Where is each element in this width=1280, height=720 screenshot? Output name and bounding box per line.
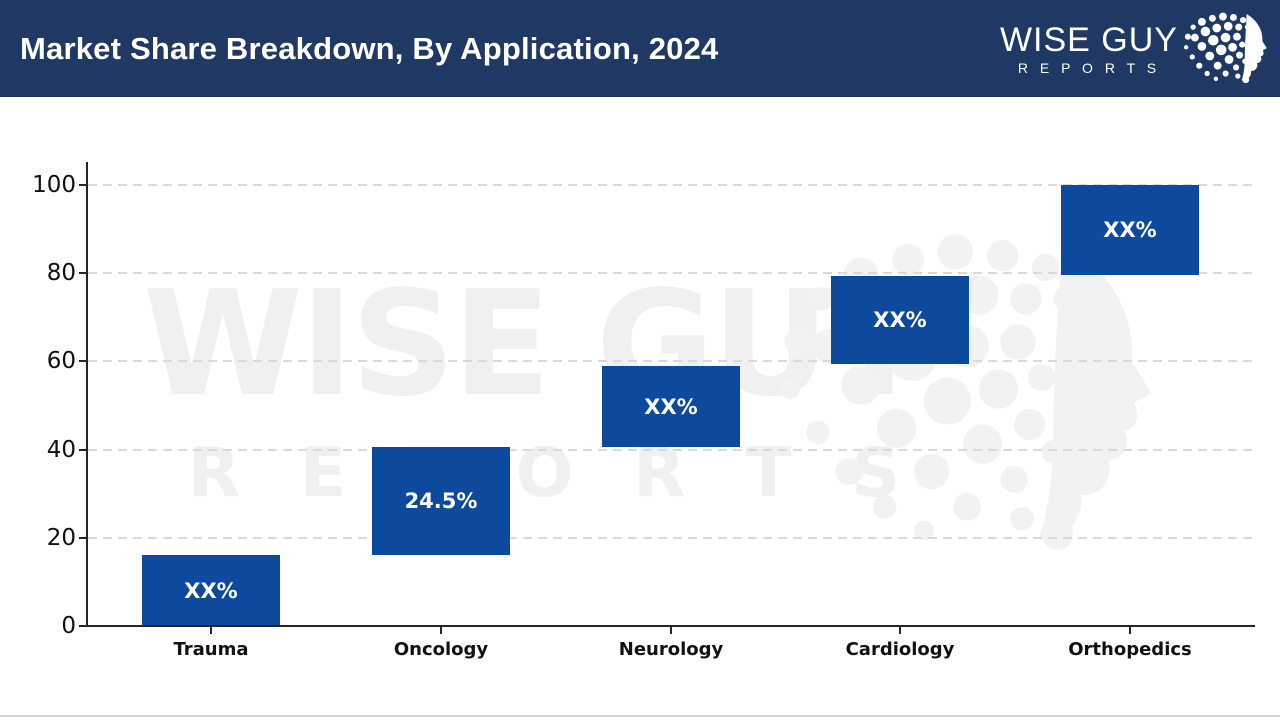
bar-orthopedics: XX%: [1061, 185, 1199, 275]
gridline-60: [88, 360, 1255, 363]
gridline-80: [88, 272, 1255, 275]
bar-value-label-neurology: XX%: [644, 394, 698, 419]
category-label-oncology: Oncology: [393, 639, 489, 660]
y-tick-mark-40: [79, 448, 88, 451]
y-tick-label-0: 0: [61, 613, 76, 639]
x-tick-mark-oncology: [440, 627, 442, 634]
logo-wordmark: WISE GUY: [999, 20, 1178, 59]
bar-value-label-oncology: 24.5%: [404, 489, 478, 514]
bar-cardiology: XX%: [831, 275, 969, 365]
chart-title: Market Share Breakdown, By Application, …: [20, 30, 719, 66]
y-tick-mark-60: [79, 360, 88, 363]
watermark-text-line2: R E P O R T S: [188, 434, 919, 513]
y-tick-mark-20: [79, 536, 88, 539]
category-label-neurology: Neurology: [618, 639, 724, 660]
gridline-20: [88, 536, 1255, 539]
x-tick-mark-cardiology: [899, 627, 901, 634]
category-label-orthopedics: Orthopedics: [1068, 639, 1192, 660]
wiseguy-face-icon: [1183, 12, 1267, 83]
y-tick-label-40: 40: [46, 436, 76, 463]
bar-trauma: XX%: [142, 555, 280, 626]
bar-oncology: 24.5%: [372, 447, 510, 556]
y-tick-label-20: 20: [46, 524, 76, 551]
y-axis-line: [86, 162, 88, 627]
x-tick-mark-orthopedics: [1129, 627, 1131, 634]
bar-value-label-orthopedics: XX%: [1103, 217, 1157, 242]
bar-value-label-cardiology: XX%: [873, 308, 927, 333]
y-tick-label-80: 80: [46, 260, 76, 287]
y-tick-mark-100: [79, 184, 88, 186]
y-tick-mark-0: [79, 625, 88, 627]
wiseguy-logo: WISE GUY R E P O R T S: [1000, 7, 1272, 91]
category-label-cardiology: Cardiology: [845, 639, 955, 660]
y-tick-label-60: 60: [46, 348, 76, 375]
gridline-40: [88, 448, 1255, 451]
x-tick-mark-trauma: [210, 627, 212, 634]
logo-text: WISE GUY R E P O R T S: [1000, 23, 1178, 75]
x-axis-line: [86, 625, 1255, 627]
y-tick-mark-80: [79, 272, 88, 275]
bar-value-label-trauma: XX%: [184, 578, 238, 603]
category-label-trauma: Trauma: [173, 639, 249, 660]
x-tick-mark-neurology: [670, 627, 672, 634]
gridline-100: [88, 184, 1255, 186]
header-bar: Market Share Breakdown, By Application, …: [0, 0, 1280, 97]
bar-neurology: XX%: [602, 365, 740, 448]
y-tick-label-100: 100: [32, 172, 76, 198]
footer-divider: [0, 715, 1280, 717]
logo-subtext: R E P O R T S: [1017, 59, 1161, 76]
